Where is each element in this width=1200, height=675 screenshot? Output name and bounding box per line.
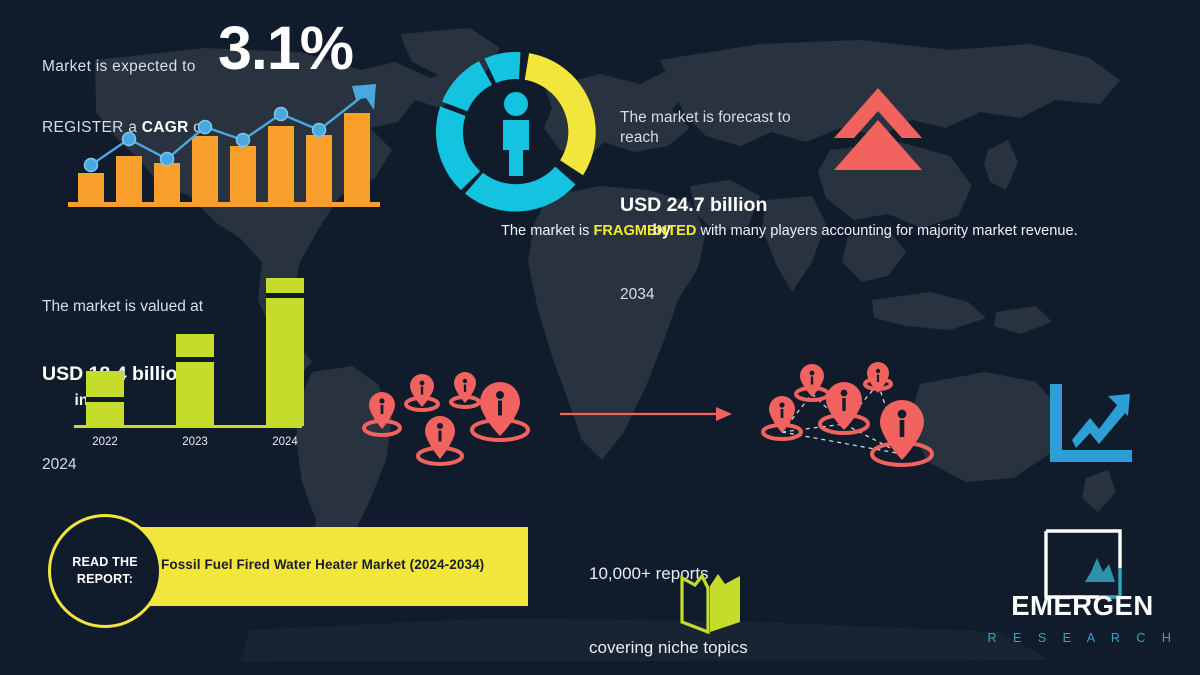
donut-segment-cyan-3: [435, 106, 481, 191]
bar-2022: [86, 371, 124, 426]
forecast-line-1b: reach: [620, 128, 659, 146]
donut-segment-yellow: [524, 53, 596, 176]
cagr-line2-pre: REGISTER a: [42, 118, 142, 136]
fragmented-post: with many players accounting for majorit…: [696, 223, 1078, 239]
person-icon: [503, 92, 529, 176]
valued-year: 2024: [42, 455, 77, 473]
bar-2024: [266, 278, 304, 426]
forecast-line-1: The market is forecast to reach: [620, 108, 791, 148]
connected-location-pin-network-icon: [761, 362, 934, 467]
report-title: Fossil Fuel Fired Water Heater Market (2…: [161, 557, 485, 572]
fragmented-pre: The market is: [501, 223, 594, 239]
forecast-value-suffix: by: [652, 222, 671, 240]
bar-label-2024: 2024: [272, 436, 298, 448]
growth-trend-bars: [78, 113, 370, 203]
chart-baseline: [68, 202, 380, 207]
bar-notch: [86, 397, 124, 402]
cagr-keyword: CAGR: [141, 118, 189, 136]
read-the-report-label: READ THE REPORT:: [72, 555, 138, 586]
bar-label-2022: 2022: [92, 436, 118, 448]
line-chart-up-icon: [1050, 384, 1132, 462]
bar-2023: [176, 334, 214, 426]
double-up-arrow-icon: [834, 88, 922, 170]
donut-segment-cyan-2: [442, 61, 492, 112]
cagr-value: 3.1%: [218, 14, 354, 82]
bar-notch: [176, 357, 214, 362]
forecast-value: USD 24.7 billion: [620, 193, 768, 216]
valued-value-suffix: in: [74, 391, 89, 409]
forecast-text-block: The market is forecast to reach USD 24.7 …: [620, 67, 791, 346]
cagr-line-2: REGISTER a CAGR of: [42, 118, 207, 138]
market-value-bar-chart: 2022 2023 2024: [72, 268, 312, 448]
forecast-line-1a: The market is forecast to: [620, 108, 791, 126]
donut-segment-cyan-1: [484, 51, 521, 83]
location-pin-cluster-icon: [362, 372, 530, 466]
trend-arrow-head: [352, 84, 376, 110]
logo-wordmark: EMERGEN: [1011, 590, 1154, 621]
bar-chart-axis: [74, 425, 302, 428]
read-the-report-button[interactable]: READ THE REPORT:: [48, 514, 162, 628]
fragmented-statement: The market is FRAGMENTED with many playe…: [501, 220, 1141, 243]
cagr-text-block: Market is expected to REGISTER a CAGR of: [42, 16, 207, 178]
bar-label-2023: 2023: [182, 436, 208, 448]
valued-line-1: The market is valued at: [42, 297, 204, 315]
reports-line-1: 10,000+ reports: [589, 564, 709, 584]
growth-trend-chart: [68, 84, 380, 207]
logo-square-icon: [1044, 529, 1122, 599]
right-arrow-icon: [560, 407, 732, 421]
cagr-line-1: Market is expected to: [42, 57, 196, 75]
forecast-year: 2034: [620, 286, 655, 304]
market-share-donut: [435, 51, 596, 212]
reports-count-text: 10,000+ reports covering niche topics: [589, 513, 748, 675]
forecast-value-line: USD 24.7 billion by: [620, 193, 791, 243]
fragmented-keyword: FRAGMENTED: [593, 223, 697, 239]
trend-points: [83, 106, 327, 173]
logo-subtext: R E S E A R C H: [987, 631, 1178, 645]
reports-line-2: covering niche topics: [589, 638, 748, 658]
open-book-icon: [680, 573, 740, 634]
donut-segment-cyan-4: [465, 166, 576, 212]
emergen-research-logo: EMERGEN R E S E A R C H: [985, 528, 1180, 652]
bar-notch: [266, 293, 304, 298]
